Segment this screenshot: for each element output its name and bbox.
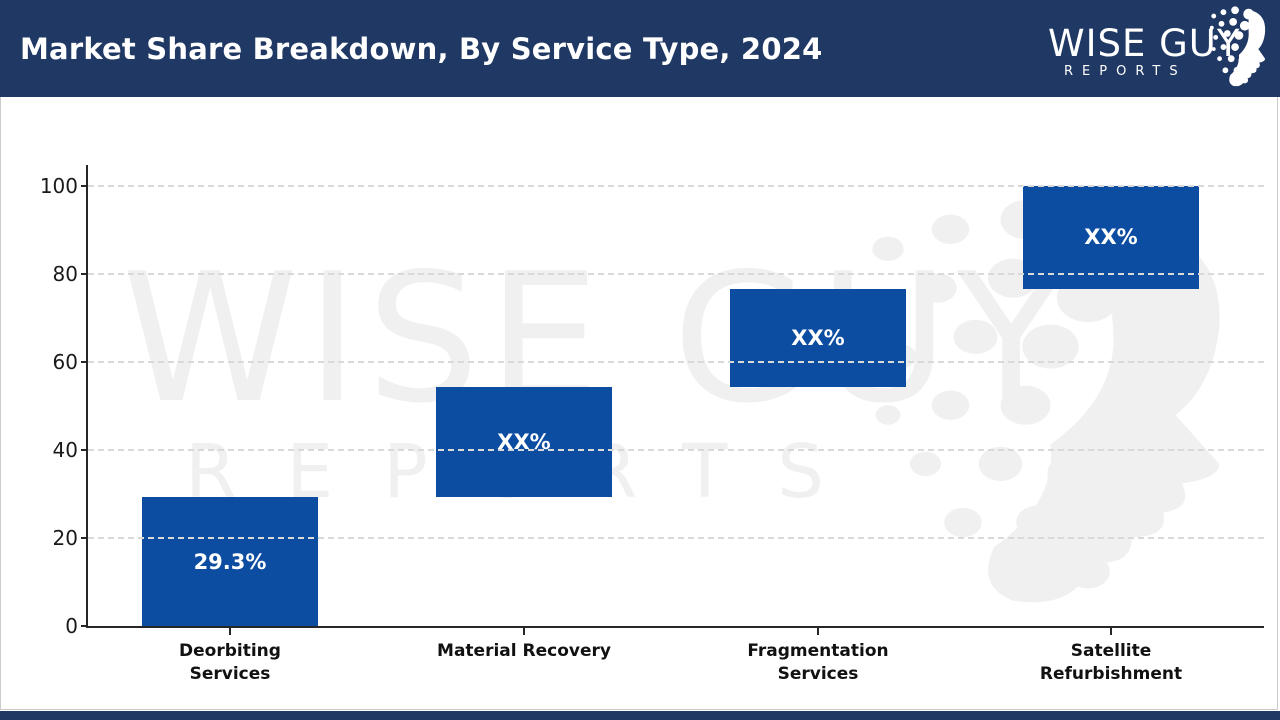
footer-bar bbox=[0, 711, 1280, 720]
bar-value-label: XX% bbox=[497, 430, 551, 455]
gridline bbox=[88, 449, 1264, 451]
wise-guy-logo: WISE GUY REPORTS bbox=[1018, 4, 1268, 94]
y-tick bbox=[81, 449, 88, 451]
y-tick bbox=[81, 537, 88, 539]
y-axis-spine bbox=[86, 165, 88, 628]
y-tick bbox=[81, 625, 88, 627]
dotted-head-icon bbox=[1209, 6, 1266, 87]
logo-subtitle: REPORTS bbox=[1064, 64, 1187, 79]
bar-value-label: XX% bbox=[1084, 225, 1138, 250]
bar-segment bbox=[142, 497, 318, 626]
header-bar: Market Share Breakdown, By Service Type,… bbox=[0, 0, 1280, 97]
y-tick bbox=[81, 361, 88, 363]
gridline bbox=[88, 185, 1264, 187]
y-tick-label: 40 bbox=[52, 438, 78, 462]
x-tick-label: Material Recovery bbox=[437, 641, 611, 661]
y-tick-label: 80 bbox=[52, 262, 78, 286]
y-tick-label: 0 bbox=[65, 614, 78, 638]
logo-wordmark: WISE GUY bbox=[1048, 22, 1241, 65]
gridline bbox=[88, 537, 1264, 539]
y-tick-label: 60 bbox=[52, 350, 78, 374]
y-tick-label: 20 bbox=[52, 526, 78, 550]
bar-value-label: 29.3% bbox=[193, 549, 267, 574]
bar-value-label: XX% bbox=[791, 326, 845, 351]
x-tick bbox=[1110, 628, 1112, 635]
x-tick-label: Satellite Refurbishment bbox=[1039, 641, 1183, 684]
x-tick bbox=[523, 628, 525, 635]
bar-segment bbox=[436, 387, 612, 498]
gridline bbox=[88, 361, 1264, 363]
gridline bbox=[88, 273, 1264, 275]
x-tick bbox=[817, 628, 819, 635]
y-tick-label: 100 bbox=[39, 174, 78, 198]
y-tick bbox=[81, 273, 88, 275]
x-axis-spine bbox=[86, 626, 1264, 628]
x-tick-label: Deorbiting Services bbox=[179, 641, 281, 684]
page-title: Market Share Breakdown, By Service Type,… bbox=[20, 31, 823, 66]
x-tick bbox=[229, 628, 231, 635]
y-tick bbox=[81, 185, 88, 187]
x-tick-label: Fragmentation Services bbox=[747, 641, 889, 684]
